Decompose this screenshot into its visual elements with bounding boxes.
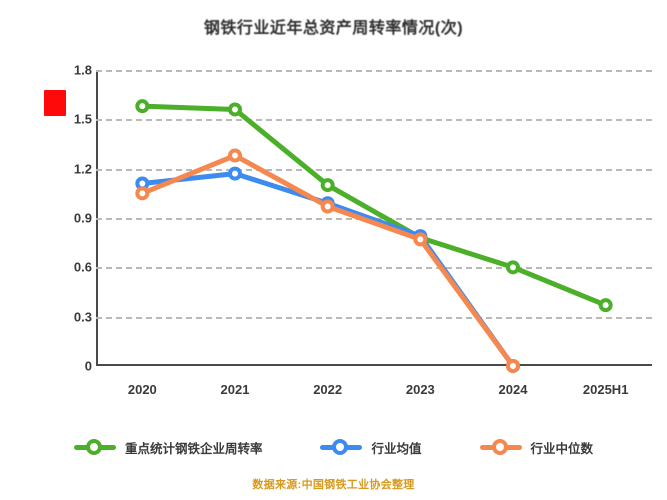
gridline	[96, 267, 652, 270]
chart-legend: 重点统计钢铁企业周转率 行业均值 行业中位数	[0, 432, 667, 462]
gridline	[96, 119, 652, 122]
legend-item[interactable]: 行业均值	[320, 438, 422, 457]
x-axis-tick-label: 2024	[498, 382, 528, 397]
x-axis-tick-labels: 2020 2021 2022 2023 2024 2025H1	[96, 382, 652, 404]
series-layer	[135, 99, 613, 373]
y-axis-tick-label: 0.6	[73, 259, 92, 275]
y-axis-tick-label: 1.8	[73, 62, 92, 78]
y-axis-tick-label: 1.5	[73, 111, 92, 127]
legend-label: 行业均值	[371, 441, 422, 456]
legend-label: 行业中位数	[530, 441, 594, 456]
x-axis-tick-label: 2021	[220, 382, 250, 397]
data-point-marker	[228, 102, 242, 117]
y-axis-tick-label: 0	[84, 358, 92, 374]
data-point-marker	[598, 298, 613, 313]
gridline	[96, 70, 652, 72]
data-point-marker	[506, 260, 520, 275]
legend-marker-icon	[479, 439, 522, 455]
chart-title: 钢铁行业近年总资产周转率情况(次)	[203, 20, 464, 37]
y-axis-tick-label: 1.2	[73, 161, 92, 177]
data-point-marker	[320, 178, 335, 193]
data-point-marker	[228, 166, 242, 181]
legend-dot-swatch	[332, 439, 349, 455]
y-axis-tick-label: 0.9	[73, 210, 92, 226]
data-point-marker	[135, 99, 150, 114]
legend-marker-icon	[73, 439, 116, 455]
source-caption: 数据来源:中国钢铁工业协会整理	[252, 479, 415, 491]
data-point-marker	[135, 186, 150, 201]
legend-item[interactable]: 重点统计钢铁企业周转率	[73, 438, 263, 457]
x-axis-tick-label: 2022	[313, 382, 343, 397]
plot-area	[96, 70, 652, 373]
legend-item[interactable]: 行业中位数	[479, 438, 594, 457]
gridline	[96, 316, 652, 319]
x-axis-tick-label: 2023	[405, 382, 435, 397]
legend-marker-icon	[320, 439, 363, 455]
x-axis-tick-label: 2020	[127, 382, 157, 397]
y-axis-tick-labels: 1.8 1.5 1.2 0.9 0.6 0.3 0	[46, 62, 92, 374]
data-point-marker	[320, 199, 335, 214]
series-line	[139, 103, 609, 308]
legend-dot-swatch	[491, 439, 508, 455]
data-point-marker	[413, 232, 428, 247]
legend-dot-swatch	[85, 439, 102, 455]
y-axis-tick-label: 0.3	[73, 309, 92, 325]
gridline	[96, 168, 652, 171]
legend-label: 重点统计钢铁企业周转率	[124, 441, 263, 456]
data-point-marker	[506, 359, 520, 373]
data-point-marker	[228, 148, 242, 163]
y-axis-unit-badge: 次	[44, 90, 66, 116]
x-axis-tick-label: 2025H1	[582, 382, 629, 397]
x-axis-line	[96, 364, 652, 366]
